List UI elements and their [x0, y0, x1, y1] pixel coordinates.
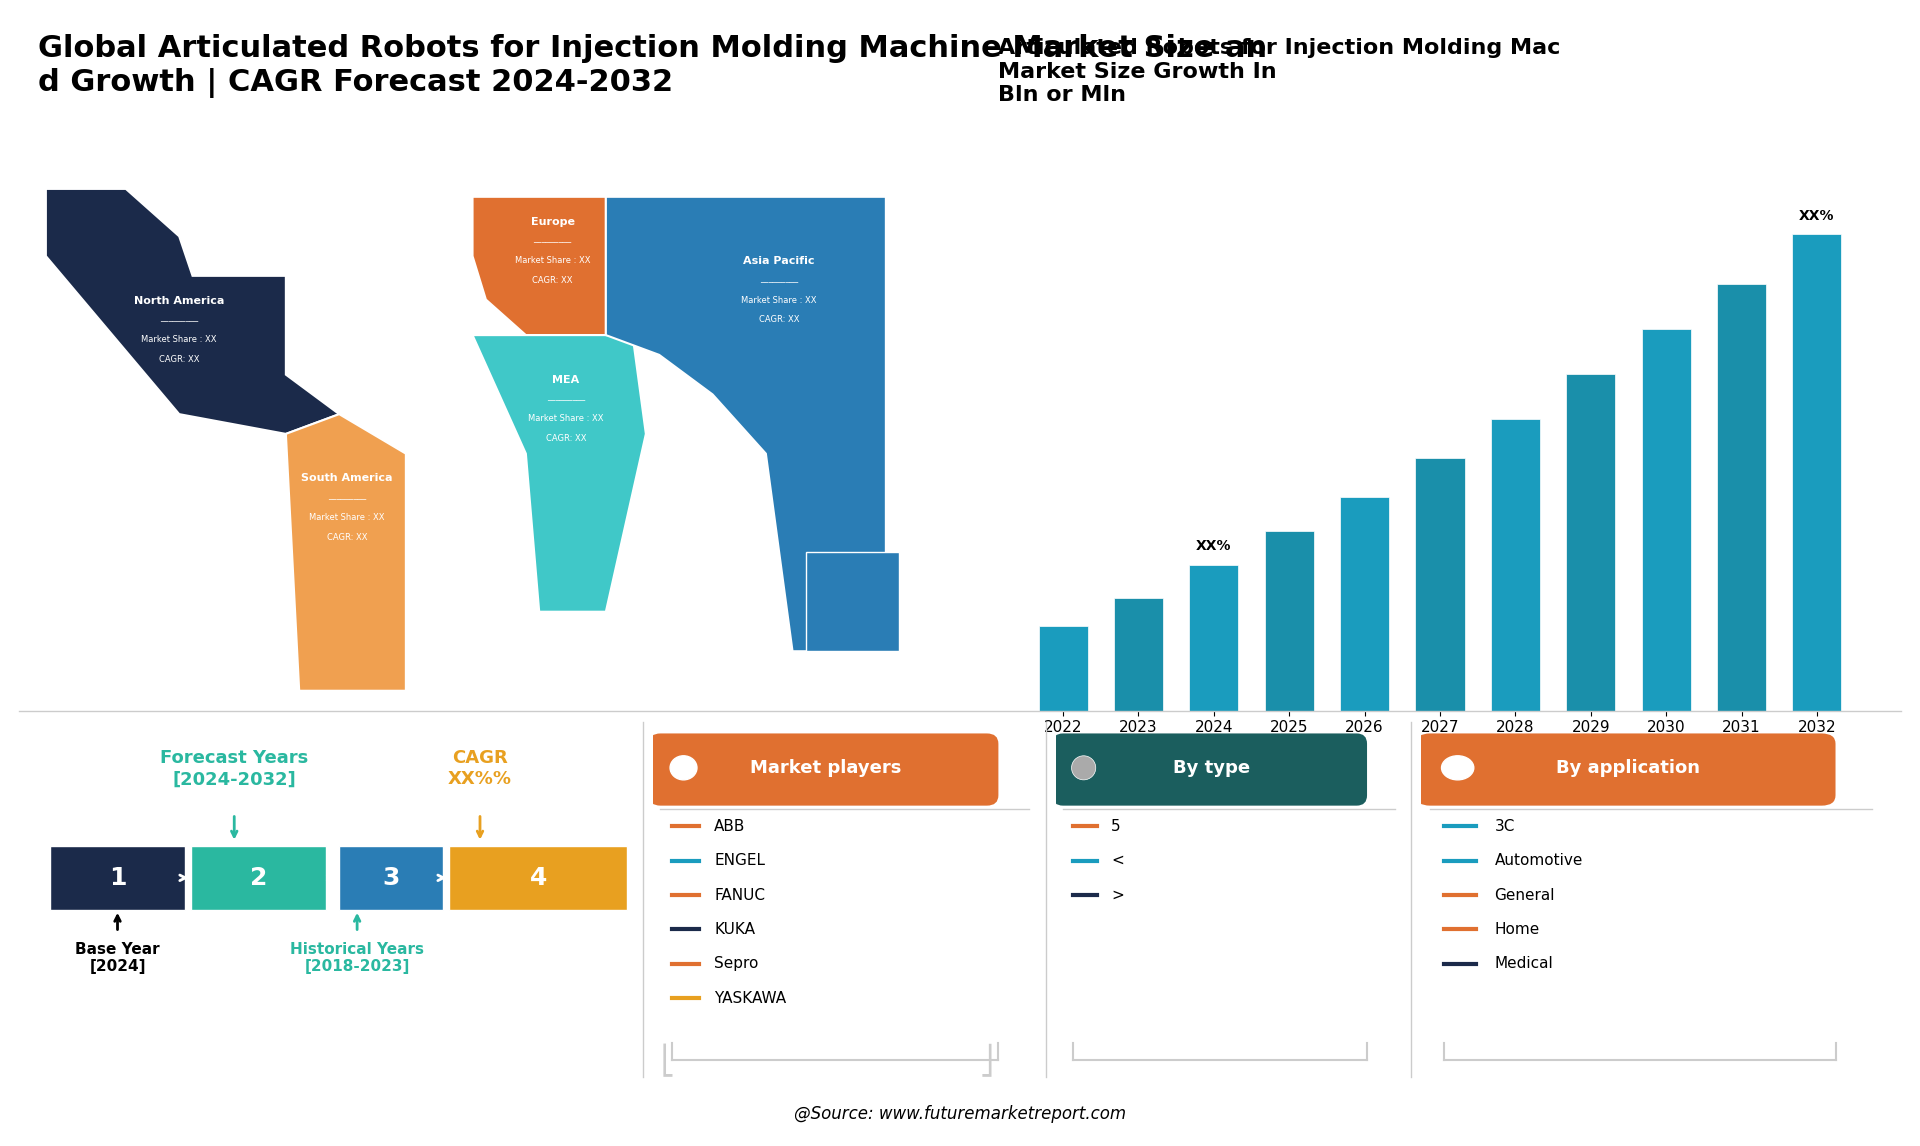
Text: North America: North America [134, 296, 225, 306]
Text: CAGR: XX: CAGR: XX [545, 434, 586, 442]
Text: ENGEL: ENGEL [714, 853, 766, 869]
Text: Market Share : XX: Market Share : XX [741, 296, 816, 305]
Text: Base Year
[2024]: Base Year [2024] [75, 942, 159, 974]
Text: 5: 5 [1112, 818, 1121, 834]
FancyBboxPatch shape [449, 846, 628, 910]
Text: General: General [1494, 887, 1555, 903]
Text: By type: By type [1173, 759, 1250, 777]
Polygon shape [472, 197, 607, 335]
Text: Forecast Years
[2024-2032]: Forecast Years [2024-2032] [159, 749, 309, 788]
Text: South America: South America [301, 473, 394, 484]
Text: Asia Pacific: Asia Pacific [743, 256, 814, 266]
Text: ABB: ABB [714, 818, 745, 834]
Text: Historical Years
[2018-2023]: Historical Years [2018-2023] [290, 942, 424, 974]
Text: Medical: Medical [1494, 956, 1553, 972]
Bar [1567, 374, 1615, 711]
Text: Market Share : XX: Market Share : XX [309, 513, 384, 521]
Text: XX%: XX% [1799, 209, 1836, 222]
Text: <: < [1112, 853, 1123, 869]
Text: 3C: 3C [1494, 818, 1515, 834]
FancyBboxPatch shape [50, 846, 184, 910]
Bar [1188, 565, 1238, 711]
Text: ─────────: ───────── [159, 320, 198, 325]
Text: CAGR: XX: CAGR: XX [532, 276, 572, 285]
Text: 2: 2 [250, 866, 267, 889]
Bar [1492, 419, 1540, 711]
Polygon shape [286, 414, 405, 691]
Text: ⎦: ⎦ [979, 1044, 993, 1077]
FancyBboxPatch shape [1417, 733, 1836, 806]
Bar [1039, 627, 1087, 711]
Text: Automotive: Automotive [1494, 853, 1582, 869]
FancyBboxPatch shape [649, 733, 998, 806]
Text: By application: By application [1555, 759, 1701, 777]
Polygon shape [607, 197, 885, 651]
Text: YASKAWA: YASKAWA [714, 990, 787, 1006]
Text: >: > [1112, 887, 1123, 903]
Circle shape [1442, 756, 1475, 779]
Text: KUKA: KUKA [714, 921, 755, 937]
Text: ─────────: ───────── [760, 280, 799, 285]
Text: Market players: Market players [751, 759, 900, 777]
Bar [1716, 284, 1766, 711]
Text: ⎣: ⎣ [660, 1044, 674, 1077]
Circle shape [670, 756, 697, 779]
FancyBboxPatch shape [1052, 733, 1367, 806]
Text: Market Share : XX: Market Share : XX [515, 256, 589, 265]
Text: Articulated Robots for Injection Molding Mac
Market Size Growth In
Bln or Mln: Articulated Robots for Injection Molding… [998, 38, 1561, 104]
Text: 4: 4 [530, 866, 547, 889]
Text: ─────────: ───────── [534, 241, 572, 246]
Text: Europe: Europe [530, 217, 574, 227]
Text: Global Articulated Robots for Injection Molding Machine Market Size an
d Growth : Global Articulated Robots for Injection … [38, 34, 1267, 97]
Polygon shape [806, 552, 899, 651]
Text: CAGR: XX: CAGR: XX [159, 355, 200, 364]
Text: Market Share : XX: Market Share : XX [142, 335, 217, 344]
Bar [1114, 598, 1164, 711]
Text: Market Share : XX: Market Share : XX [528, 414, 603, 423]
Text: ─────────: ───────── [328, 497, 367, 503]
Text: CAGR
XX%%: CAGR XX%% [447, 749, 513, 788]
Bar [1265, 531, 1313, 711]
FancyBboxPatch shape [192, 846, 326, 910]
Text: @Source: www.futuremarketreport.com: @Source: www.futuremarketreport.com [795, 1105, 1125, 1123]
Text: Home: Home [1494, 921, 1540, 937]
Polygon shape [472, 335, 645, 612]
Text: MEA: MEA [553, 375, 580, 385]
FancyBboxPatch shape [338, 846, 444, 910]
Bar [1642, 329, 1692, 711]
Text: 1: 1 [109, 866, 127, 889]
Text: Sepro: Sepro [714, 956, 758, 972]
Text: CAGR: XX: CAGR: XX [326, 533, 367, 542]
Bar [1793, 234, 1841, 711]
Polygon shape [46, 189, 340, 434]
Bar [1340, 497, 1388, 711]
Text: 3: 3 [382, 866, 399, 889]
Text: FANUC: FANUC [714, 887, 766, 903]
Text: ─────────: ───────── [547, 399, 586, 405]
Text: XX%: XX% [1196, 540, 1231, 554]
Text: CAGR: XX: CAGR: XX [758, 315, 799, 324]
Circle shape [1071, 756, 1096, 779]
Bar [1415, 458, 1465, 711]
